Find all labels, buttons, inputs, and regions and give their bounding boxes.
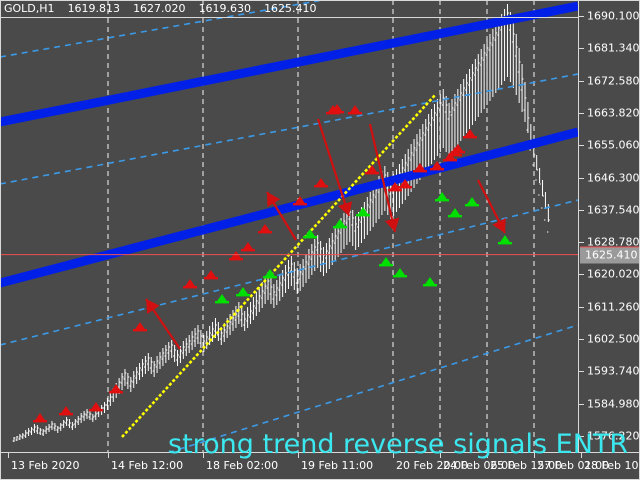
time-axis-tick xyxy=(581,453,582,458)
price-axis-tick xyxy=(579,209,584,211)
time-axis-label: 24 Feb 06:00 xyxy=(443,459,516,472)
price-axis-tick xyxy=(579,145,584,147)
time-axis-tick xyxy=(393,453,394,458)
price-axis[interactable]: 1625.410 1690.100 1681.340 1672.580 1663.82… xyxy=(578,0,640,452)
price-axis-tick xyxy=(579,371,584,373)
time-axis[interactable]: 13 Feb 2020 14 Feb 12:00 18 Feb 02:00 19 Fe… xyxy=(0,452,640,480)
time-axis-tick xyxy=(440,453,441,458)
price-axis-tick xyxy=(579,16,584,18)
time-axis-tick xyxy=(298,453,299,458)
overlay-caption: strong trend reverse signals ENTR xyxy=(168,429,629,460)
price-axis-tick xyxy=(579,113,584,114)
price-axis-label: 1576.220 xyxy=(587,429,640,443)
time-axis-tick xyxy=(487,453,488,458)
price-axis-tick xyxy=(579,80,584,82)
chart-header: GOLD,H1 1619.813 1627.020 1619.630 1625.410 xyxy=(4,2,317,15)
price-axis-label: 1663.820 xyxy=(587,106,640,120)
price-axis-label: 1602.500 xyxy=(587,332,640,346)
time-axis-label: 19 Feb 11:00 xyxy=(301,459,374,472)
price-bars xyxy=(12,4,550,442)
time-axis-tick xyxy=(8,453,9,458)
time-axis-tick xyxy=(203,453,204,458)
price-axis-label: 1628.780 xyxy=(587,235,640,249)
time-axis-label: 18 Feb 02:00 xyxy=(206,459,279,472)
header-separator xyxy=(0,17,578,18)
price-axis-label: 1690.100 xyxy=(587,9,640,23)
bid-price-label: 1625.410 xyxy=(580,246,640,264)
price-axis-label: 1646.300 xyxy=(587,171,640,185)
time-axis-label: 14 Feb 12:00 xyxy=(111,459,184,472)
blue-channel-lines xyxy=(0,1,578,288)
signal-markers xyxy=(33,104,512,423)
time-axis-label: 28 Feb 10:00 xyxy=(584,459,640,472)
time-axis-label: 13 Feb 2020 xyxy=(11,459,80,472)
yellow-trendline xyxy=(121,93,437,438)
price-axis-tick xyxy=(579,48,584,50)
time-axis-tick xyxy=(108,453,109,458)
price-axis-tick xyxy=(579,242,584,244)
price-axis-label: 1593.740 xyxy=(587,364,640,378)
time-axis-label: 25 Feb 15:00 xyxy=(490,459,563,472)
dashed-channel-lines xyxy=(0,0,578,452)
high-value: 1627.020 xyxy=(133,2,186,15)
price-axis-label: 1584.980 xyxy=(587,397,640,411)
time-axis-label: 27 Feb 01:00 xyxy=(537,459,610,472)
price-axis-label: 1655.060 xyxy=(587,138,640,152)
low-value: 1619.630 xyxy=(198,2,252,15)
price-axis-tick xyxy=(579,274,584,276)
symbol-period-label: GOLD,H1 xyxy=(4,2,55,15)
price-axis-label: 1681.340 xyxy=(587,41,640,55)
price-axis-label: 1611.260 xyxy=(587,300,640,314)
close-value: 1625.410 xyxy=(264,2,317,15)
price-axis-tick xyxy=(579,339,584,340)
annotation-arrows xyxy=(145,118,506,350)
price-axis-tick xyxy=(579,177,584,179)
chart-canvas xyxy=(0,0,578,452)
open-value: 1619.813 xyxy=(67,2,121,15)
chart-plot-area[interactable] xyxy=(0,0,578,452)
price-axis-tick xyxy=(579,306,584,308)
price-axis-tick xyxy=(579,403,584,405)
time-axis-tick xyxy=(534,453,535,458)
time-axis-label: 20 Feb 20:00 xyxy=(396,459,469,472)
price-axis-tick xyxy=(579,435,584,437)
price-axis-label: 1620.020 xyxy=(587,267,640,281)
price-axis-label: 1672.580 xyxy=(587,74,640,88)
price-axis-label: 1637.540 xyxy=(587,203,640,217)
